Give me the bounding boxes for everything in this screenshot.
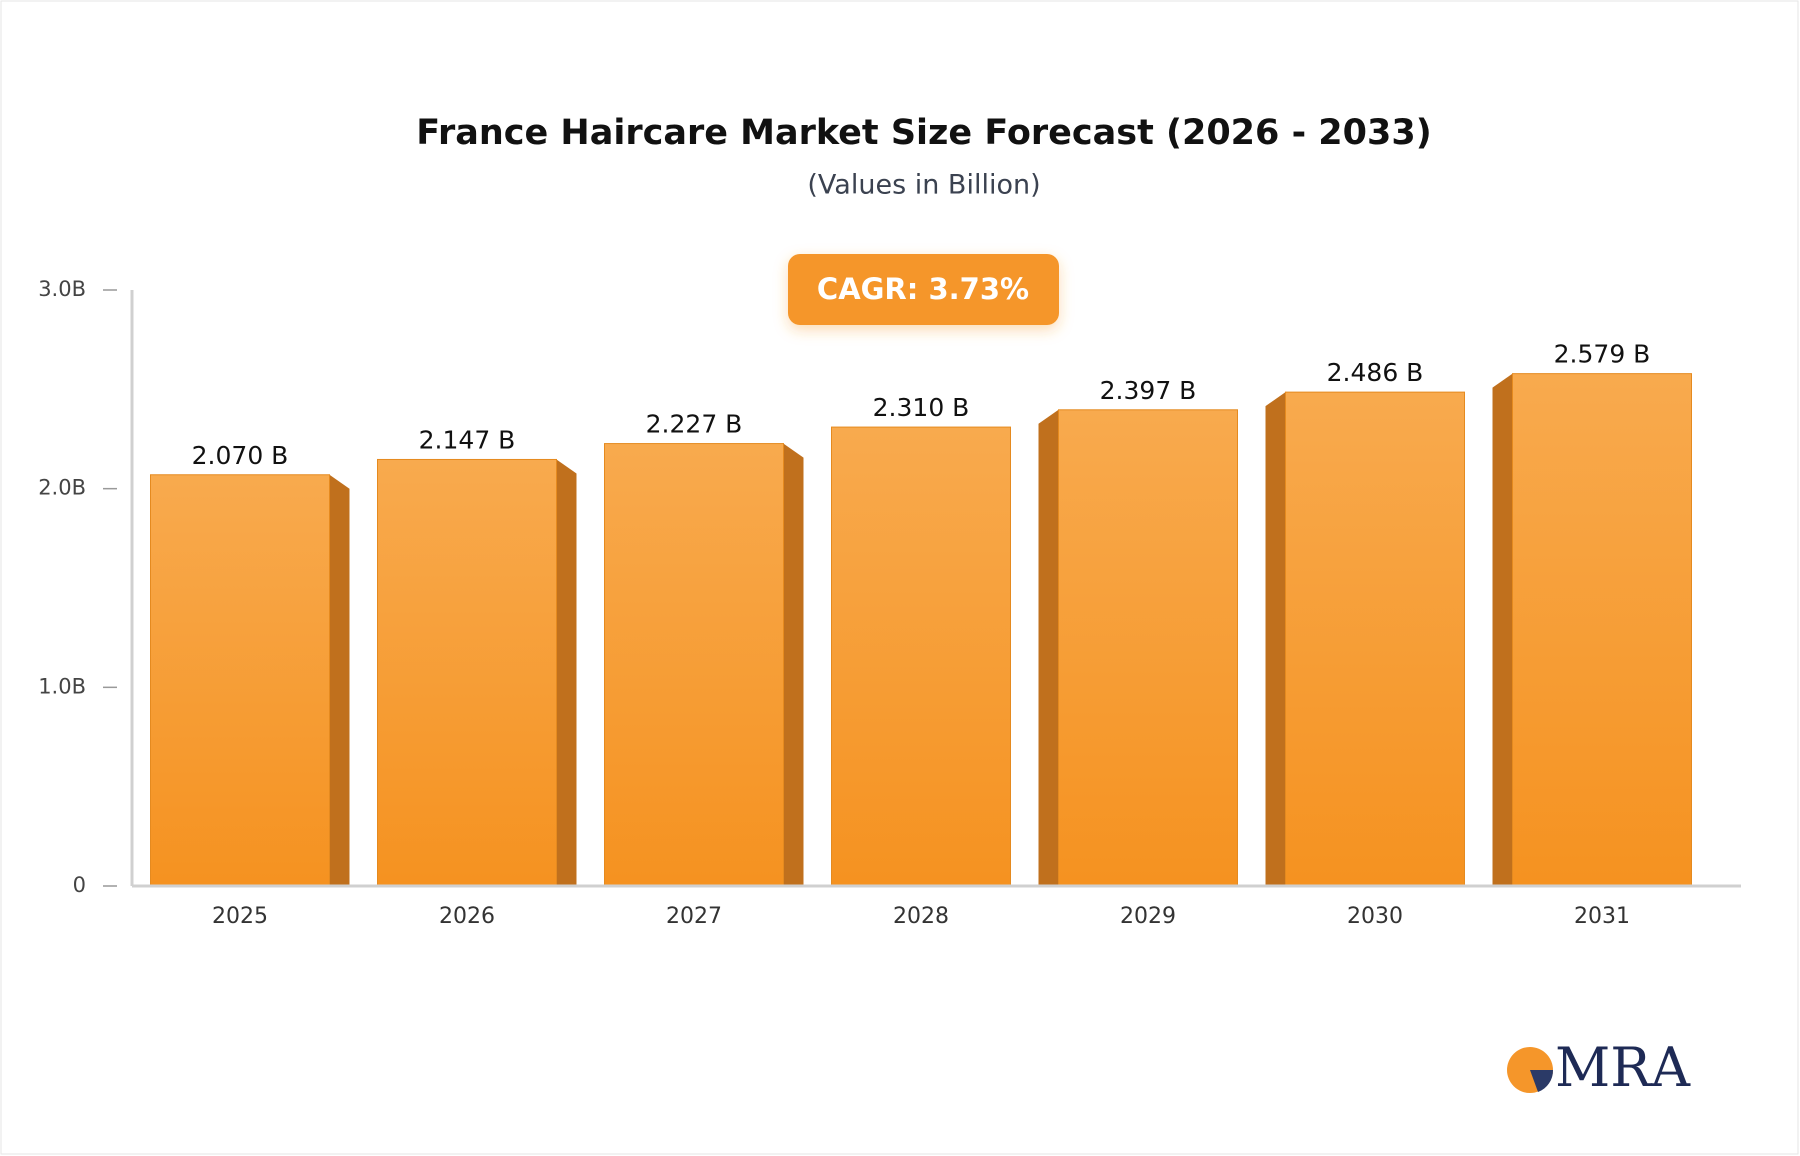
bar-side (556, 459, 577, 886)
logo: MRA (1507, 1036, 1691, 1099)
bar (1512, 373, 1692, 887)
bar (1285, 391, 1465, 887)
y-tick-label: 2.0B (38, 476, 86, 500)
cagr-badge (788, 254, 1059, 325)
bar-side (1265, 392, 1286, 886)
bar-side (783, 443, 804, 886)
bar (831, 426, 1011, 887)
cagr-label: CAGR: 3.73% (817, 272, 1029, 306)
bar (604, 443, 784, 887)
x-tick-label: 2028 (893, 904, 949, 929)
bar (150, 474, 330, 887)
y-tick-label: 3.0B (38, 277, 86, 301)
value-label: 2.070 B (192, 441, 289, 470)
value-label: 2.310 B (873, 393, 970, 422)
bar (1058, 409, 1238, 887)
y-tick-label: 1.0B (38, 674, 86, 698)
x-tick-label: 2029 (1120, 904, 1176, 929)
x-tick-label: 2025 (212, 904, 268, 929)
bar (377, 458, 557, 887)
value-label: 2.147 B (419, 425, 516, 454)
value-label: 2.397 B (1100, 376, 1197, 405)
x-tick-label: 2030 (1347, 904, 1403, 929)
value-label: 2.579 B (1554, 340, 1651, 369)
x-tick-label: 2027 (666, 904, 722, 929)
logo-text: MRA (1555, 1036, 1691, 1099)
bar-side (1038, 409, 1059, 886)
bar-side (329, 474, 350, 886)
logo-icon-slice (1530, 1070, 1554, 1092)
chart-title: France Haircare Market Size Forecast (20… (416, 113, 1431, 153)
x-tick-label: 2031 (1574, 904, 1630, 929)
x-tick-label: 2026 (439, 904, 495, 929)
value-label: 2.486 B (1327, 358, 1424, 387)
bar-side (1492, 373, 1513, 886)
value-label: 2.227 B (646, 410, 743, 439)
y-tick-label: 0 (73, 873, 86, 897)
chart-subtitle: (Values in Billion) (807, 170, 1040, 201)
